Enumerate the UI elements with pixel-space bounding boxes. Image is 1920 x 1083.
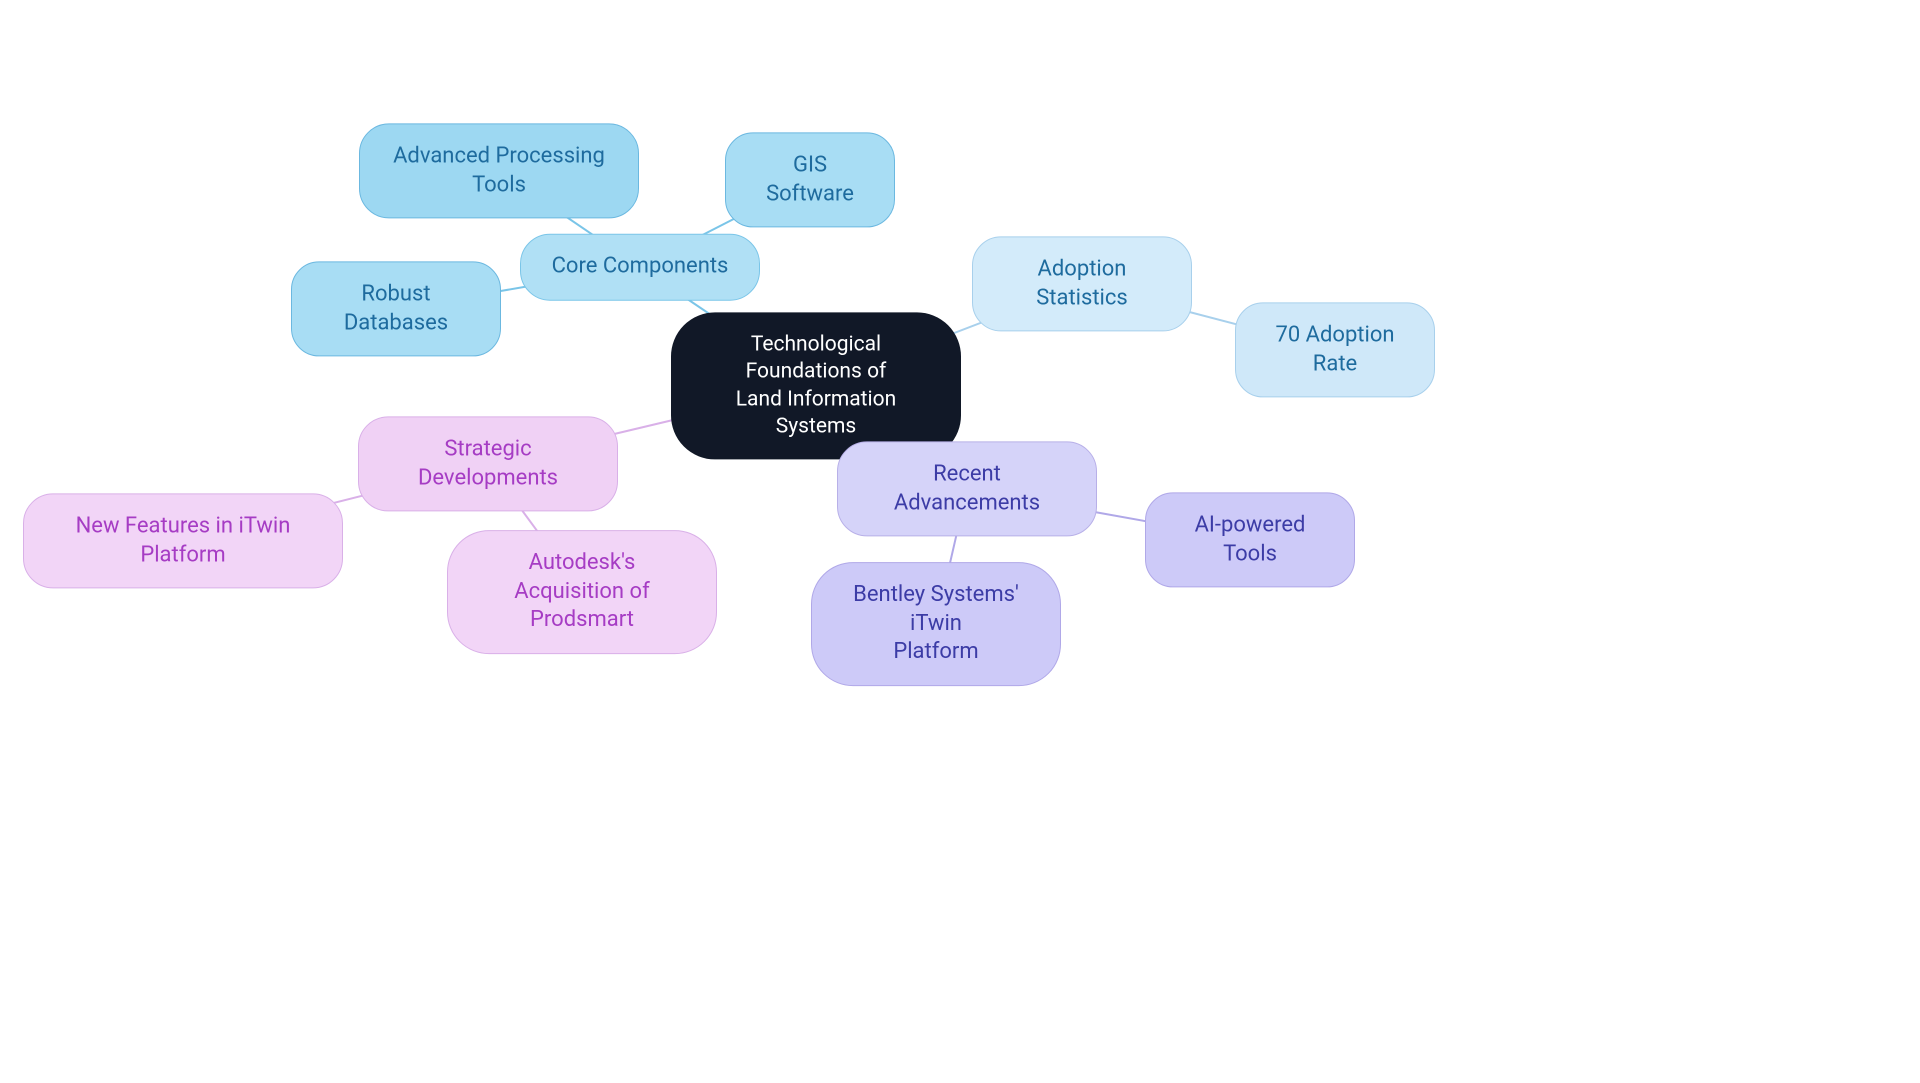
node-label: Advanced Processing Tools (390, 142, 608, 199)
node-label: Robust Databases (322, 280, 470, 337)
node-label: 70 Adoption Rate (1266, 321, 1404, 378)
node-ai-tools: AI-powered Tools (1145, 492, 1355, 587)
node-label: Recent Advancements (868, 460, 1066, 517)
node-root: Technological Foundations of Land Inform… (671, 312, 961, 459)
node-autodesk: Autodesk's Acquisition of Prodsmart (447, 530, 717, 654)
node-rate: 70 Adoption Rate (1235, 302, 1435, 397)
node-label: GIS Software (756, 151, 864, 208)
node-recent: Recent Advancements (837, 441, 1097, 536)
node-gis: GIS Software (725, 132, 895, 227)
node-label: Strategic Developments (389, 435, 587, 492)
node-robust: Robust Databases (291, 261, 501, 356)
node-label: Autodesk's Acquisition of Prodsmart (478, 549, 686, 635)
node-label: AI-powered Tools (1176, 511, 1324, 568)
node-adv-tools: Advanced Processing Tools (359, 123, 639, 218)
node-label: Core Components (552, 253, 729, 282)
node-label: Adoption Statistics (1003, 255, 1161, 312)
node-label: New Features in iTwin Platform (54, 512, 312, 569)
node-core: Core Components (520, 234, 760, 301)
node-label: Bentley Systems' iTwin Platform (842, 581, 1030, 667)
node-itwin-feat: New Features in iTwin Platform (23, 493, 343, 588)
node-adopt: Adoption Statistics (972, 236, 1192, 331)
node-bentley: Bentley Systems' iTwin Platform (811, 562, 1061, 686)
node-label: Technological Foundations of Land Inform… (702, 331, 930, 440)
node-strategic: Strategic Developments (358, 416, 618, 511)
